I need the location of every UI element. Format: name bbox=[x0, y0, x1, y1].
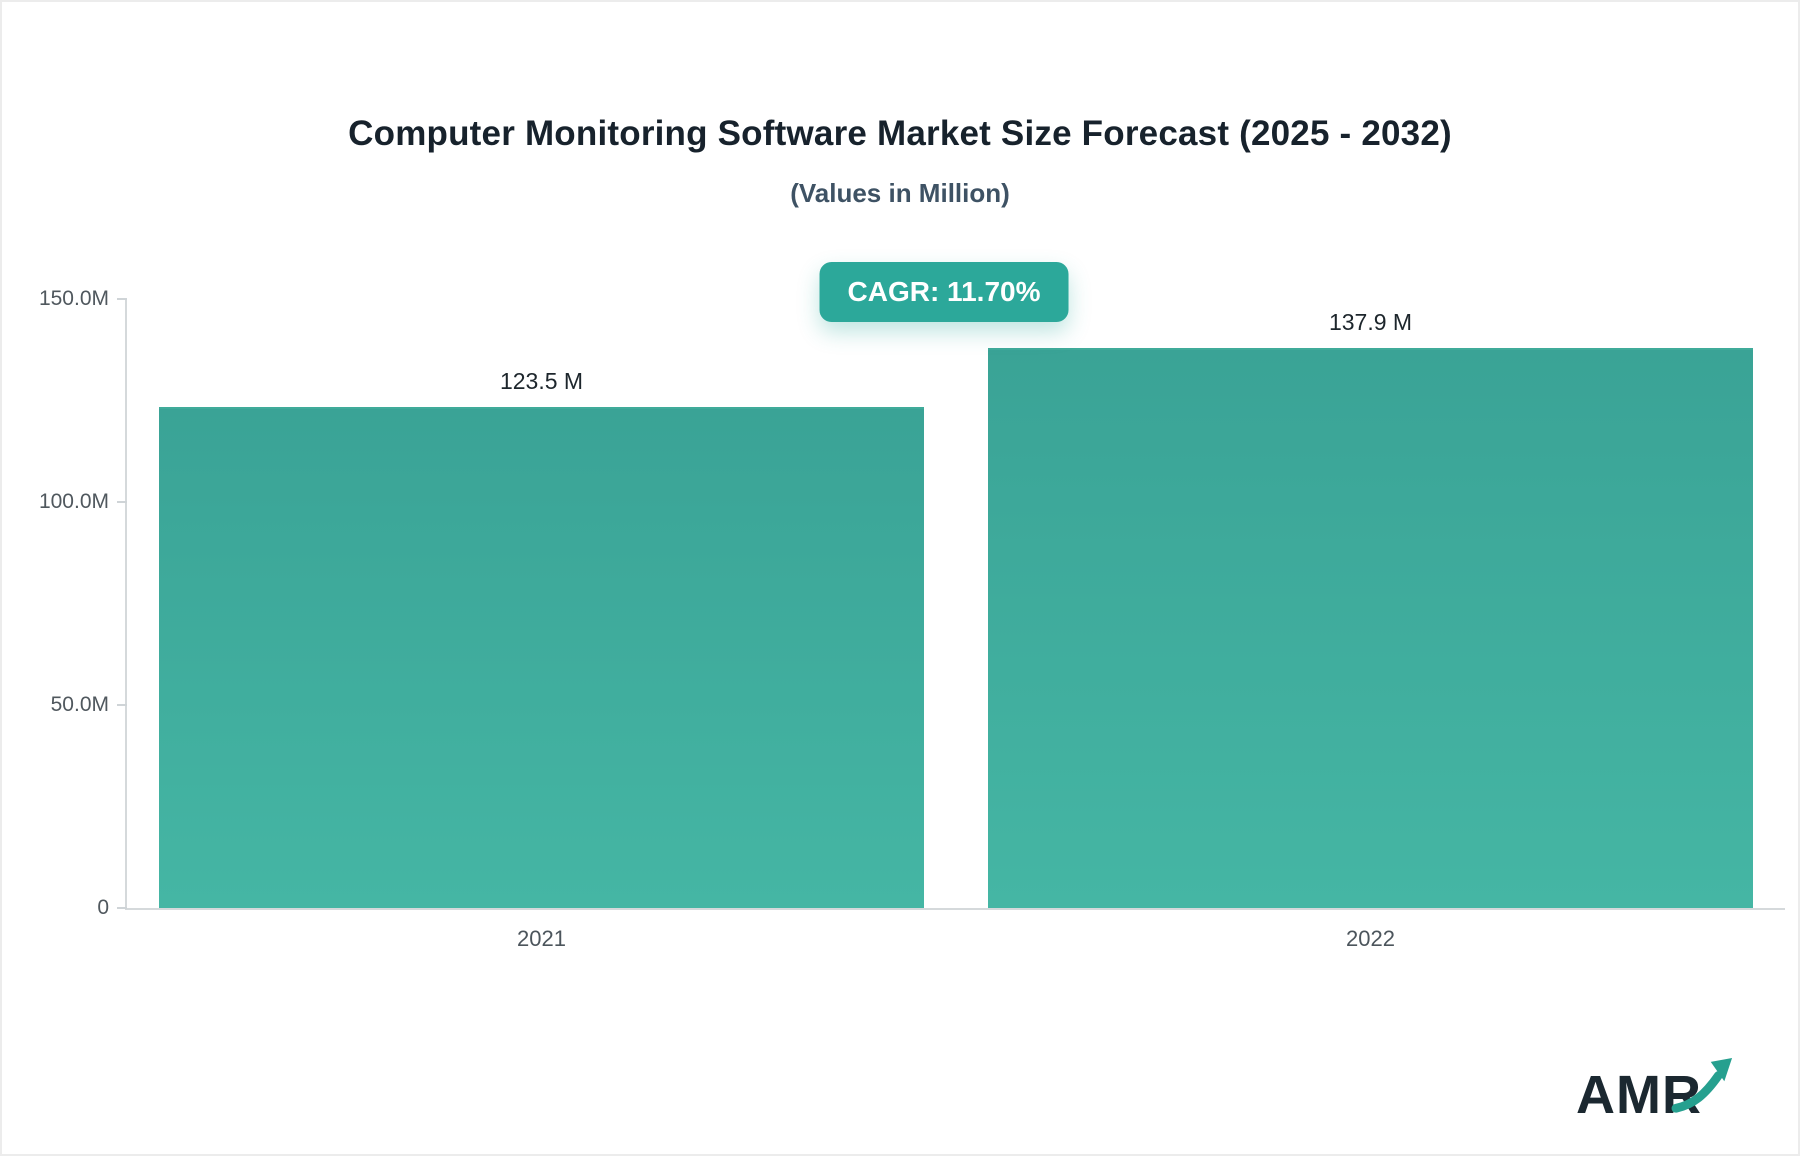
y-axis-label: 100.0M bbox=[38, 490, 109, 513]
y-axis-tick bbox=[117, 907, 127, 909]
cagr-badge: CAGR: 11.70% bbox=[819, 262, 1069, 322]
chart-title: Computer Monitoring Software Market Size… bbox=[348, 114, 1452, 153]
bar-2022 bbox=[987, 348, 1754, 908]
x-axis-label: 2021 bbox=[517, 926, 566, 951]
y-axis-label: 50.0M bbox=[50, 693, 109, 716]
chart-subtitle: (Values in Million) bbox=[790, 178, 1010, 208]
y-axis-label: 150.0M bbox=[38, 287, 109, 310]
bar-value-label: 137.9 M bbox=[1328, 309, 1413, 336]
growth-arrow-icon bbox=[1671, 1057, 1733, 1113]
plot-area: 0 50.0M 100.0M 150.0M 123.5 M 2021 137.9 M 2022 bbox=[39, 287, 1785, 951]
bar-value-label: 123.5 M bbox=[499, 367, 584, 394]
x-axis-label: 2022 bbox=[1346, 926, 1395, 951]
y-axis-tick bbox=[117, 704, 127, 706]
y-axis-tick bbox=[117, 501, 127, 503]
amr-logo-text: AMR bbox=[1576, 1065, 1702, 1125]
bar-2021 bbox=[158, 406, 925, 908]
amr-logo: AMR bbox=[1576, 1057, 1736, 1126]
y-axis-label: 0 bbox=[97, 896, 109, 919]
y-axis-tick bbox=[117, 298, 127, 300]
